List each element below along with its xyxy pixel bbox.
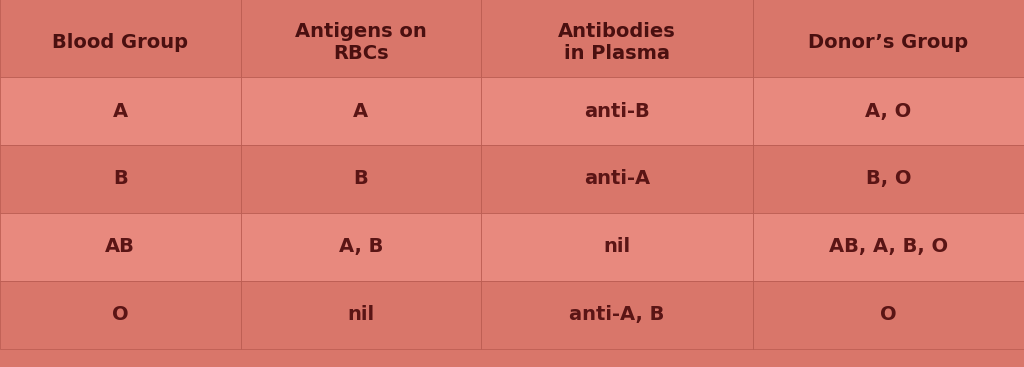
Text: B: B [113, 170, 128, 188]
Text: A, B: A, B [339, 237, 383, 256]
Bar [0, 145, 241, 213]
Text: A: A [113, 102, 128, 120]
Text: Donor’s Group: Donor’s Group [808, 33, 969, 52]
Text: B, O: B, O [865, 170, 911, 188]
Bar [241, 77, 481, 145]
Text: nil: nil [603, 237, 631, 256]
Bar [753, 145, 1024, 213]
Bar [241, 281, 481, 349]
Text: anti-A, B: anti-A, B [569, 305, 665, 324]
Bar [241, 213, 481, 281]
Text: Antigens on
RBCs: Antigens on RBCs [295, 22, 427, 63]
Bar [241, 0, 481, 77]
Bar [481, 281, 753, 349]
Text: Blood Group: Blood Group [52, 33, 188, 52]
Text: B: B [353, 170, 369, 188]
Bar [481, 145, 753, 213]
Bar [753, 77, 1024, 145]
Text: nil: nil [347, 305, 375, 324]
Text: AB: AB [105, 237, 135, 256]
Bar [0, 281, 241, 349]
Bar [753, 281, 1024, 349]
Text: AB, A, B, O: AB, A, B, O [828, 237, 948, 256]
Bar [753, 213, 1024, 281]
Bar [481, 0, 753, 77]
Text: anti-B: anti-B [584, 102, 650, 120]
Text: O: O [880, 305, 897, 324]
Text: A: A [353, 102, 369, 120]
Bar [0, 77, 241, 145]
Bar [753, 0, 1024, 77]
Bar [0, 213, 241, 281]
Text: O: O [112, 305, 129, 324]
Bar [481, 213, 753, 281]
Text: Antibodies
in Plasma: Antibodies in Plasma [558, 22, 676, 63]
Text: A, O: A, O [865, 102, 911, 120]
Text: anti-A: anti-A [584, 170, 650, 188]
Bar [0, 0, 241, 77]
Bar [481, 77, 753, 145]
Bar [241, 145, 481, 213]
